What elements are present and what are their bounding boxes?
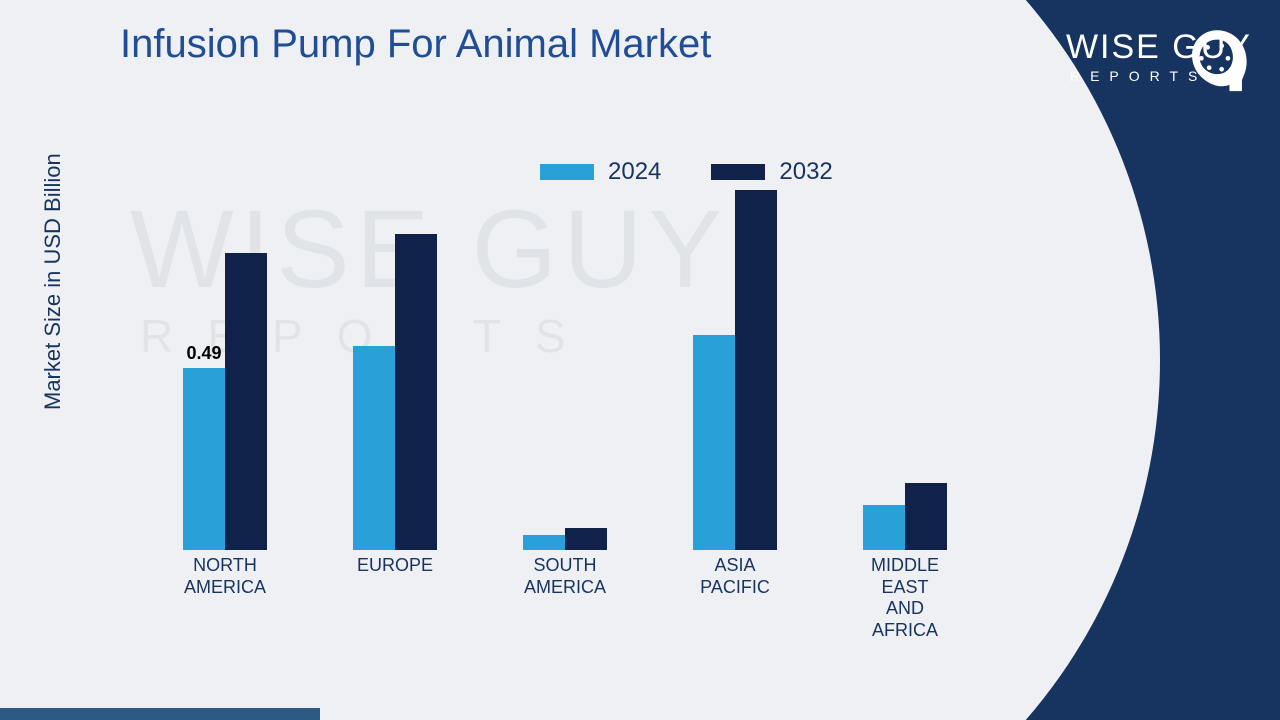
bar-2024: [353, 346, 395, 550]
bar-2024: [693, 335, 735, 550]
bar-group: [320, 160, 470, 550]
bar-group: [830, 160, 980, 550]
bar-2032: [225, 253, 267, 550]
bar-2024: [523, 535, 565, 550]
bar-2032: [905, 483, 947, 550]
x-axis-label: NORTHAMERICA: [150, 555, 300, 598]
bottom-bar: [0, 708, 320, 720]
chart-area: Market Size in USD Billion 0.49 NORTHAME…: [60, 150, 960, 650]
bar-2032: [395, 234, 437, 550]
bar-group: 0.49: [150, 160, 300, 550]
bar-group: [660, 160, 810, 550]
x-axis-label: SOUTHAMERICA: [490, 555, 640, 598]
plot-area: 0.49: [120, 160, 940, 550]
bar-2024: [863, 505, 905, 550]
y-axis-label: Market Size in USD Billion: [40, 153, 66, 410]
bar-2032: [735, 190, 777, 550]
chart-title: Infusion Pump For Animal Market: [120, 22, 711, 67]
head-icon: [1178, 24, 1256, 102]
x-axis-label: EUROPE: [320, 555, 470, 577]
x-axis-label: ASIAPACIFIC: [660, 555, 810, 598]
bar-2024: [183, 368, 225, 550]
value-label: 0.49: [186, 343, 221, 364]
bar-group: [490, 160, 640, 550]
x-axis-label: MIDDLEEASTANDAFRICA: [830, 555, 980, 641]
brand-logo: WISE GUY REPORTS: [1066, 30, 1252, 84]
bar-2032: [565, 528, 607, 550]
